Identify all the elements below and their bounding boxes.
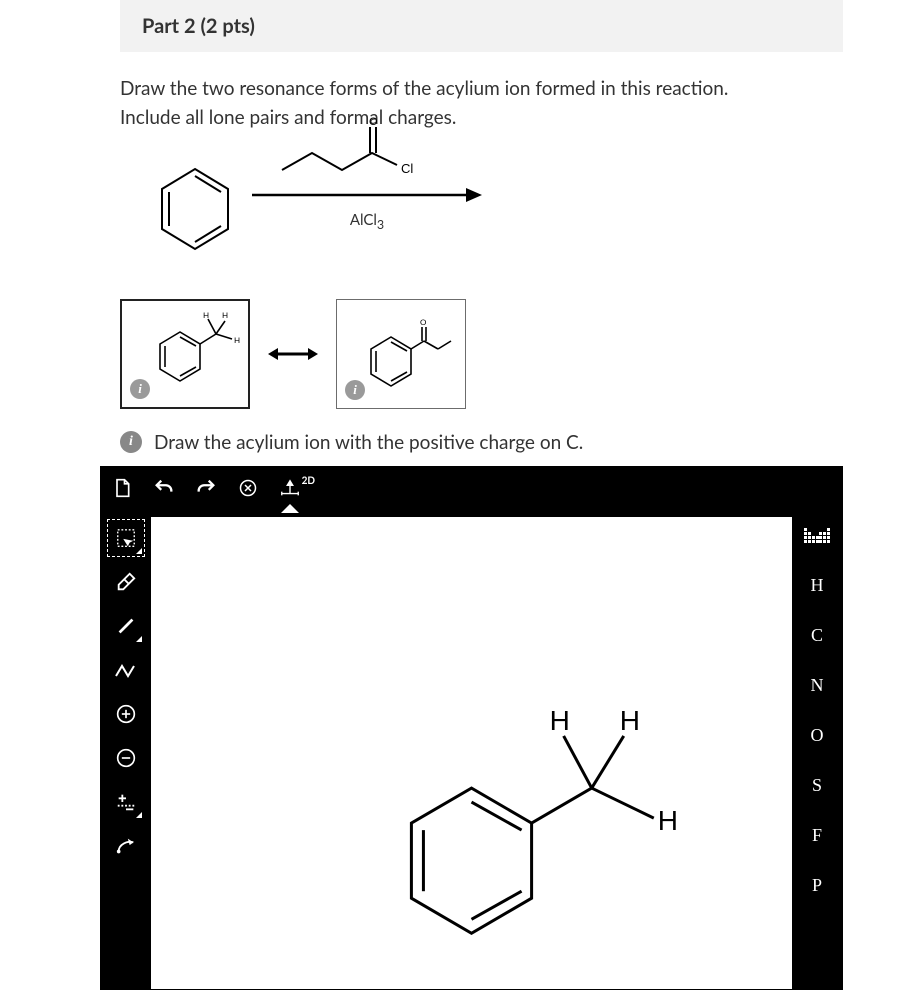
element-c[interactable]: C bbox=[798, 615, 836, 657]
element-f[interactable]: F bbox=[798, 815, 836, 857]
element-h[interactable]: H bbox=[798, 565, 836, 607]
svg-text:O: O bbox=[420, 317, 427, 327]
structure-editor: 2D bbox=[100, 466, 843, 990]
oxygen-label: O bbox=[369, 116, 378, 128]
resonance-thumbnails: H H H i bbox=[120, 299, 843, 409]
svg-text:H: H bbox=[203, 310, 209, 320]
plus-minus-tool[interactable] bbox=[107, 783, 145, 821]
hydrogen-label: H bbox=[658, 805, 678, 836]
info-icon[interactable]: i bbox=[130, 379, 150, 399]
element-n[interactable]: N bbox=[798, 665, 836, 707]
charge-plus-tool[interactable] bbox=[107, 695, 145, 733]
hint-text: Draw the acylium ion with the positive c… bbox=[154, 431, 583, 454]
question-prompt: Draw the two resonance forms of the acyl… bbox=[120, 74, 843, 133]
info-icon[interactable]: i bbox=[345, 380, 365, 400]
resonance-thumb-1[interactable]: H H H i bbox=[120, 299, 250, 409]
resonance-thumb-2[interactable]: O i bbox=[336, 299, 466, 409]
editor-left-toolbar bbox=[101, 509, 151, 989]
editor-right-toolbar: H C N O S F P bbox=[792, 509, 842, 989]
redo-icon[interactable] bbox=[195, 477, 217, 499]
prompt-line-1: Draw the two resonance forms of the acyl… bbox=[120, 77, 728, 100]
element-p[interactable]: P bbox=[798, 865, 836, 907]
resonance-arrow-icon bbox=[268, 344, 318, 364]
drawing-canvas[interactable]: H H H bbox=[151, 517, 792, 989]
editor-toolbar: 2D bbox=[101, 467, 842, 509]
catalyst-label: AlCl3 bbox=[350, 211, 384, 232]
svg-text:H: H bbox=[222, 310, 228, 320]
acyl-chloride-structure: O Cl bbox=[277, 115, 457, 195]
periodic-table-icon[interactable] bbox=[798, 519, 836, 557]
reaction-arrow-group: O Cl AlCl3 bbox=[252, 185, 482, 232]
delete-icon[interactable] bbox=[237, 477, 259, 499]
hydrogen-label: H bbox=[550, 705, 570, 736]
section-title: Part 2 (2 pts) bbox=[142, 14, 821, 38]
eraser-tool[interactable] bbox=[107, 563, 145, 601]
new-file-icon[interactable] bbox=[111, 477, 133, 499]
element-s[interactable]: S bbox=[798, 765, 836, 807]
hint-row: i Draw the acylium ion with the positive… bbox=[120, 431, 843, 454]
view-mode-toggle[interactable]: 2D bbox=[279, 477, 301, 499]
curved-arrow-tool[interactable] bbox=[107, 827, 145, 865]
hydrogen-label: H bbox=[620, 705, 640, 736]
reaction-scheme: O Cl AlCl3 bbox=[150, 159, 843, 259]
chain-tool[interactable] bbox=[107, 651, 145, 689]
info-icon[interactable]: i bbox=[120, 431, 142, 453]
marquee-tool[interactable] bbox=[107, 519, 145, 557]
undo-icon[interactable] bbox=[153, 477, 175, 499]
chlorine-label: Cl bbox=[401, 161, 413, 176]
charge-minus-tool[interactable] bbox=[107, 739, 145, 777]
single-bond-tool[interactable] bbox=[107, 607, 145, 645]
section-header: Part 2 (2 pts) bbox=[120, 0, 843, 52]
element-o[interactable]: O bbox=[798, 715, 836, 757]
benzene-structure bbox=[150, 159, 240, 259]
svg-text:H: H bbox=[234, 335, 240, 345]
